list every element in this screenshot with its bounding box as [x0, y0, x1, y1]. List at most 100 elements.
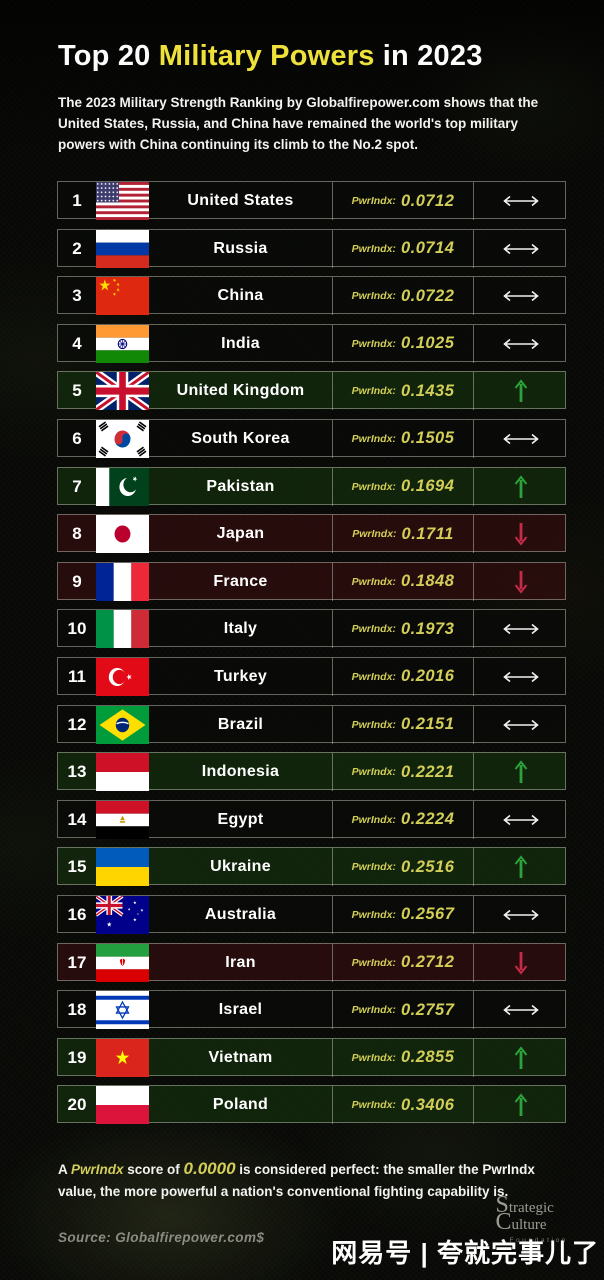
- table-row-australia: 16 Australia PwrIndx: 0.2567: [57, 894, 567, 934]
- country-name: Italy: [223, 620, 258, 638]
- trend-steady-icon: [473, 182, 567, 220]
- trend-steady-icon: [473, 610, 567, 649]
- pwrindx-label: PwrIndx:: [351, 1099, 396, 1112]
- table-row-united-kingdom: 5 United Kingdom PwrIndx: 0.1435: [57, 371, 566, 411]
- pwrindx-label: PwrIndx:: [351, 813, 396, 826]
- br-flag-icon: [96, 705, 149, 744]
- il-flag-icon: [96, 991, 149, 1030]
- trend-down-icon: [473, 562, 567, 601]
- footnote-part: score of: [123, 1162, 184, 1177]
- pwrindx-cell: PwrIndx: 0.2151: [332, 705, 473, 744]
- rank-number: 13: [67, 762, 87, 782]
- source-credit: Source: Globalfirepower.com$: [58, 1230, 265, 1245]
- rank-number: 11: [68, 666, 86, 686]
- pwrindx-cell: PwrIndx: 0.2757: [332, 991, 473, 1030]
- country-name: Australia: [204, 905, 277, 923]
- trend-steady-icon: [473, 800, 567, 839]
- table-row-iran: 17 Iran PwrIndx: 0.2712: [57, 942, 566, 982]
- trend-up-icon: [473, 848, 567, 887]
- pwrindx-value: 0.1711: [401, 524, 454, 543]
- pwrindx-value: 0.1435: [400, 381, 455, 400]
- pwrindx-value: 0.2567: [400, 905, 455, 924]
- rank-number: 5: [72, 381, 82, 401]
- pwrindx-value: 0.0712: [400, 191, 455, 210]
- pwrindx-cell: PwrIndx: 0.1711: [332, 515, 473, 554]
- pwrindx-cell: PwrIndx: 0.0722: [332, 277, 473, 316]
- table-row-brazil: 12 Brazil PwrIndx: 0.2151: [57, 704, 566, 744]
- pwrindx-value: 0.2855: [400, 1048, 455, 1067]
- country-name: Japan: [216, 525, 265, 543]
- pwrindx-cell: PwrIndx: 0.2855: [332, 1038, 473, 1077]
- table-row-south-korea: 6 South Korea PwrIndx: 0.1505: [57, 418, 566, 458]
- country-name: South Korea: [191, 429, 290, 447]
- pwrindx-label: PwrIndx:: [351, 623, 396, 636]
- ranking-table: 1 United States PwrIndx: 0.0712 2 Russia…: [57, 181, 566, 1133]
- pwrindx-value: 0.0714: [400, 239, 455, 258]
- rank-number: 18: [67, 1000, 87, 1020]
- fr-flag-icon: [96, 562, 149, 601]
- pwrindx-label: PwrIndx:: [351, 337, 396, 350]
- eg-flag-icon: [96, 800, 149, 839]
- pwrindx-value: 0.1973: [400, 619, 455, 638]
- country-name: Iran: [225, 953, 256, 971]
- rank-number: 4: [72, 333, 82, 353]
- us-flag-icon: [96, 182, 149, 220]
- rank-number: 15: [67, 857, 87, 877]
- vn-flag-icon: [96, 1038, 149, 1077]
- pwrindx-value: 0.2151: [400, 715, 455, 734]
- footnote: A PwrIndx score of 0.0000 is considered …: [58, 1158, 560, 1203]
- country-name: Poland: [212, 1096, 269, 1114]
- rank-number: 3: [72, 286, 82, 306]
- pwrindx-value: 0.3406: [400, 1095, 455, 1114]
- rank-number: 2: [72, 238, 82, 258]
- pwrindx-label: PwrIndx:: [351, 908, 396, 921]
- rank-number: 10: [67, 619, 87, 639]
- pwrindx-label: PwrIndx:: [351, 432, 396, 445]
- country-name: Egypt: [217, 810, 264, 828]
- trend-steady-icon: [473, 657, 567, 696]
- pwrindx-cell: PwrIndx: 0.1973: [332, 610, 473, 649]
- pwrindx-cell: PwrIndx: 0.1694: [332, 467, 473, 506]
- trend-steady-icon: [473, 324, 567, 363]
- pwrindx-value: 0.1025: [400, 334, 455, 353]
- pwrindx-label: PwrIndx:: [351, 670, 396, 683]
- pwrindx-value: 0.2016: [400, 667, 455, 686]
- country-name: Indonesia: [201, 763, 280, 781]
- rank-number: 9: [72, 571, 82, 591]
- trend-steady-icon: [473, 895, 567, 934]
- ua-flag-icon: [96, 848, 149, 887]
- footnote-part: is considered perfect: the smaller the P…: [58, 1162, 535, 1199]
- gb-flag-icon: [96, 372, 149, 411]
- logo-line-1: Strategic: [495, 1192, 554, 1218]
- country-name: Turkey: [213, 667, 268, 685]
- pwrindx-value: 0.2516: [400, 857, 455, 876]
- pwrindx-cell: PwrIndx: 0.2221: [332, 753, 473, 792]
- trend-steady-icon: [473, 229, 567, 268]
- trend-steady-icon: [473, 277, 567, 316]
- pwrindx-cell: PwrIndx: 0.1025: [332, 324, 473, 363]
- ru-flag-icon: [96, 229, 149, 268]
- pwrindx-label: PwrIndx:: [351, 575, 396, 588]
- pwrindx-value: 0.1848: [400, 572, 455, 591]
- pwrindx-label: PwrIndx:: [351, 1051, 396, 1064]
- pwrindx-cell: PwrIndx: 0.2224: [332, 800, 473, 839]
- rank-number: 1: [72, 191, 82, 210]
- id-flag-icon: [96, 753, 149, 792]
- table-row-japan: 8 Japan PwrIndx: 0.1711: [57, 514, 566, 554]
- table-row-turkey: 11 Turkey PwrIndx: 0.2016: [57, 656, 567, 696]
- footnote-part: 0.0000: [183, 1159, 236, 1178]
- pwrindx-label: PwrIndx:: [351, 861, 396, 874]
- page-title: Top 20 Military Powers in 2023: [58, 40, 558, 72]
- subtitle: The 2023 Military Strength Ranking by Gl…: [58, 95, 539, 152]
- footnote-part: A: [58, 1162, 71, 1177]
- pwrindx-value: 0.0722: [400, 286, 455, 305]
- pwrindx-label: PwrIndx:: [351, 718, 396, 731]
- pwrindx-label: PwrIndx:: [351, 290, 396, 303]
- table-row-vietnam: 19 Vietnam PwrIndx: 0.2855: [57, 1037, 566, 1077]
- pwrindx-label: PwrIndx:: [351, 195, 396, 207]
- pwrindx-value: 0.2224: [400, 810, 455, 829]
- header: Top 20 Military Powers in 2023 The 2023 …: [58, 40, 558, 155]
- pwrindx-label: PwrIndx:: [351, 385, 396, 398]
- title-prefix: Top 20: [58, 40, 151, 72]
- tr-flag-icon: [96, 657, 149, 696]
